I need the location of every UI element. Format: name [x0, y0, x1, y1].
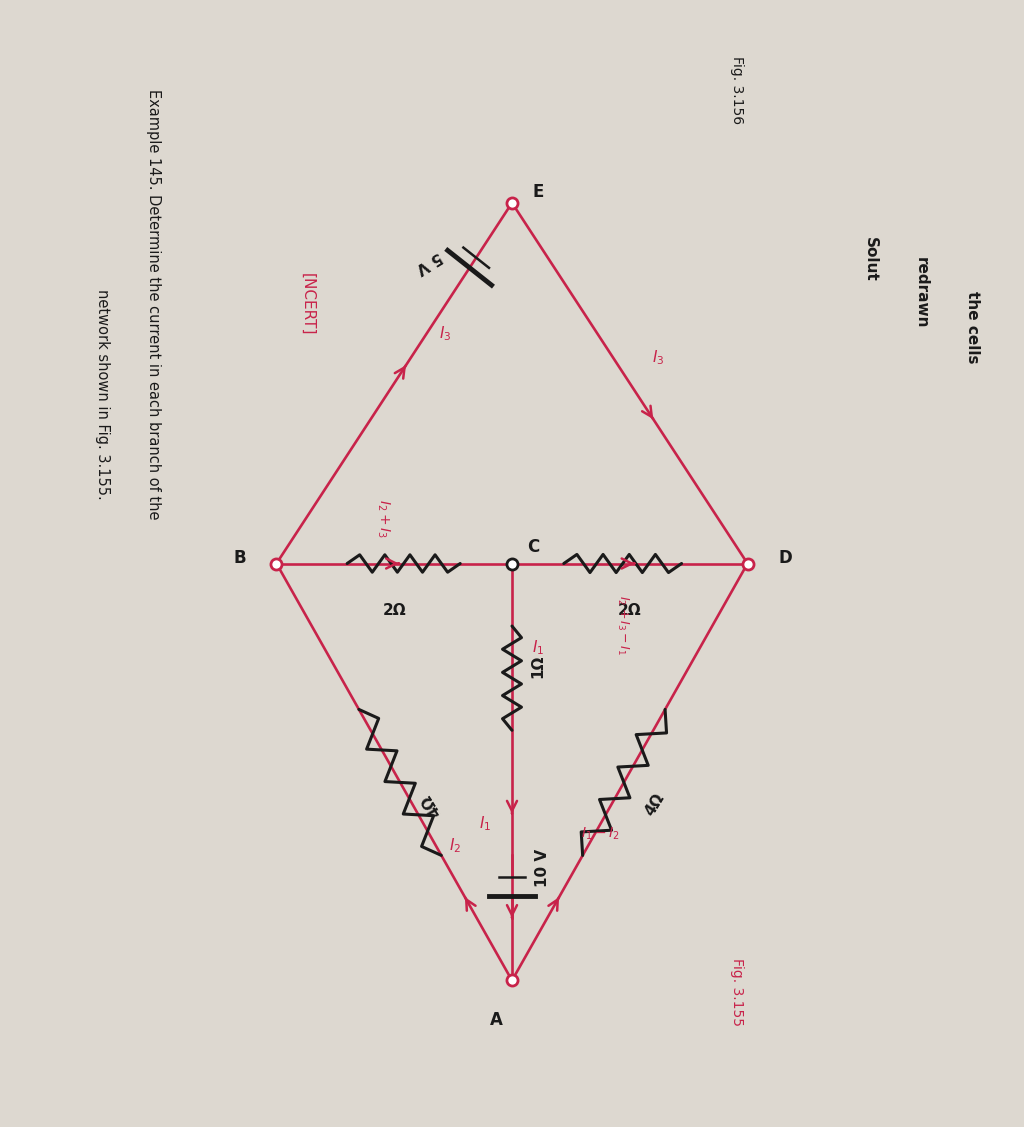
Text: 1Ω: 1Ω	[530, 655, 545, 678]
Text: $I_2+I_3-I_1$: $I_2+I_3-I_1$	[614, 595, 630, 656]
Text: the cells: the cells	[966, 291, 980, 363]
Text: Example 145. Determine the current in each branch of the: Example 145. Determine the current in ea…	[146, 89, 161, 520]
Text: Solut: Solut	[863, 237, 878, 282]
Text: A: A	[490, 1011, 503, 1029]
Text: $I_2$: $I_2$	[449, 836, 461, 855]
Text: $I_1$: $I_1$	[479, 814, 492, 833]
Text: 2Ω: 2Ω	[617, 603, 642, 618]
Text: redrawn: redrawn	[914, 257, 929, 329]
Text: D: D	[778, 549, 792, 567]
Text: network shown in Fig. 3.155.: network shown in Fig. 3.155.	[95, 289, 110, 500]
Text: Fig. 3.156: Fig. 3.156	[730, 56, 744, 124]
Text: C: C	[527, 538, 540, 556]
Text: E: E	[532, 183, 544, 201]
Text: $I_2+I_3$: $I_2+I_3$	[376, 499, 392, 538]
Text: Fig. 3.155: Fig. 3.155	[730, 958, 744, 1026]
Text: 10 V: 10 V	[536, 849, 550, 887]
Text: $I_3$: $I_3$	[652, 348, 665, 367]
Text: [NCERT]: [NCERT]	[300, 273, 314, 336]
Text: $I_1-I_2$: $I_1-I_2$	[582, 826, 621, 843]
Text: 4Ω: 4Ω	[642, 791, 668, 819]
Text: 4Ω: 4Ω	[418, 791, 443, 819]
Text: 2Ω: 2Ω	[382, 603, 407, 618]
Text: 5 V: 5 V	[413, 248, 444, 276]
Text: $I_1$: $I_1$	[532, 639, 545, 657]
Text: $I_3$: $I_3$	[438, 325, 451, 343]
Text: B: B	[233, 549, 246, 567]
